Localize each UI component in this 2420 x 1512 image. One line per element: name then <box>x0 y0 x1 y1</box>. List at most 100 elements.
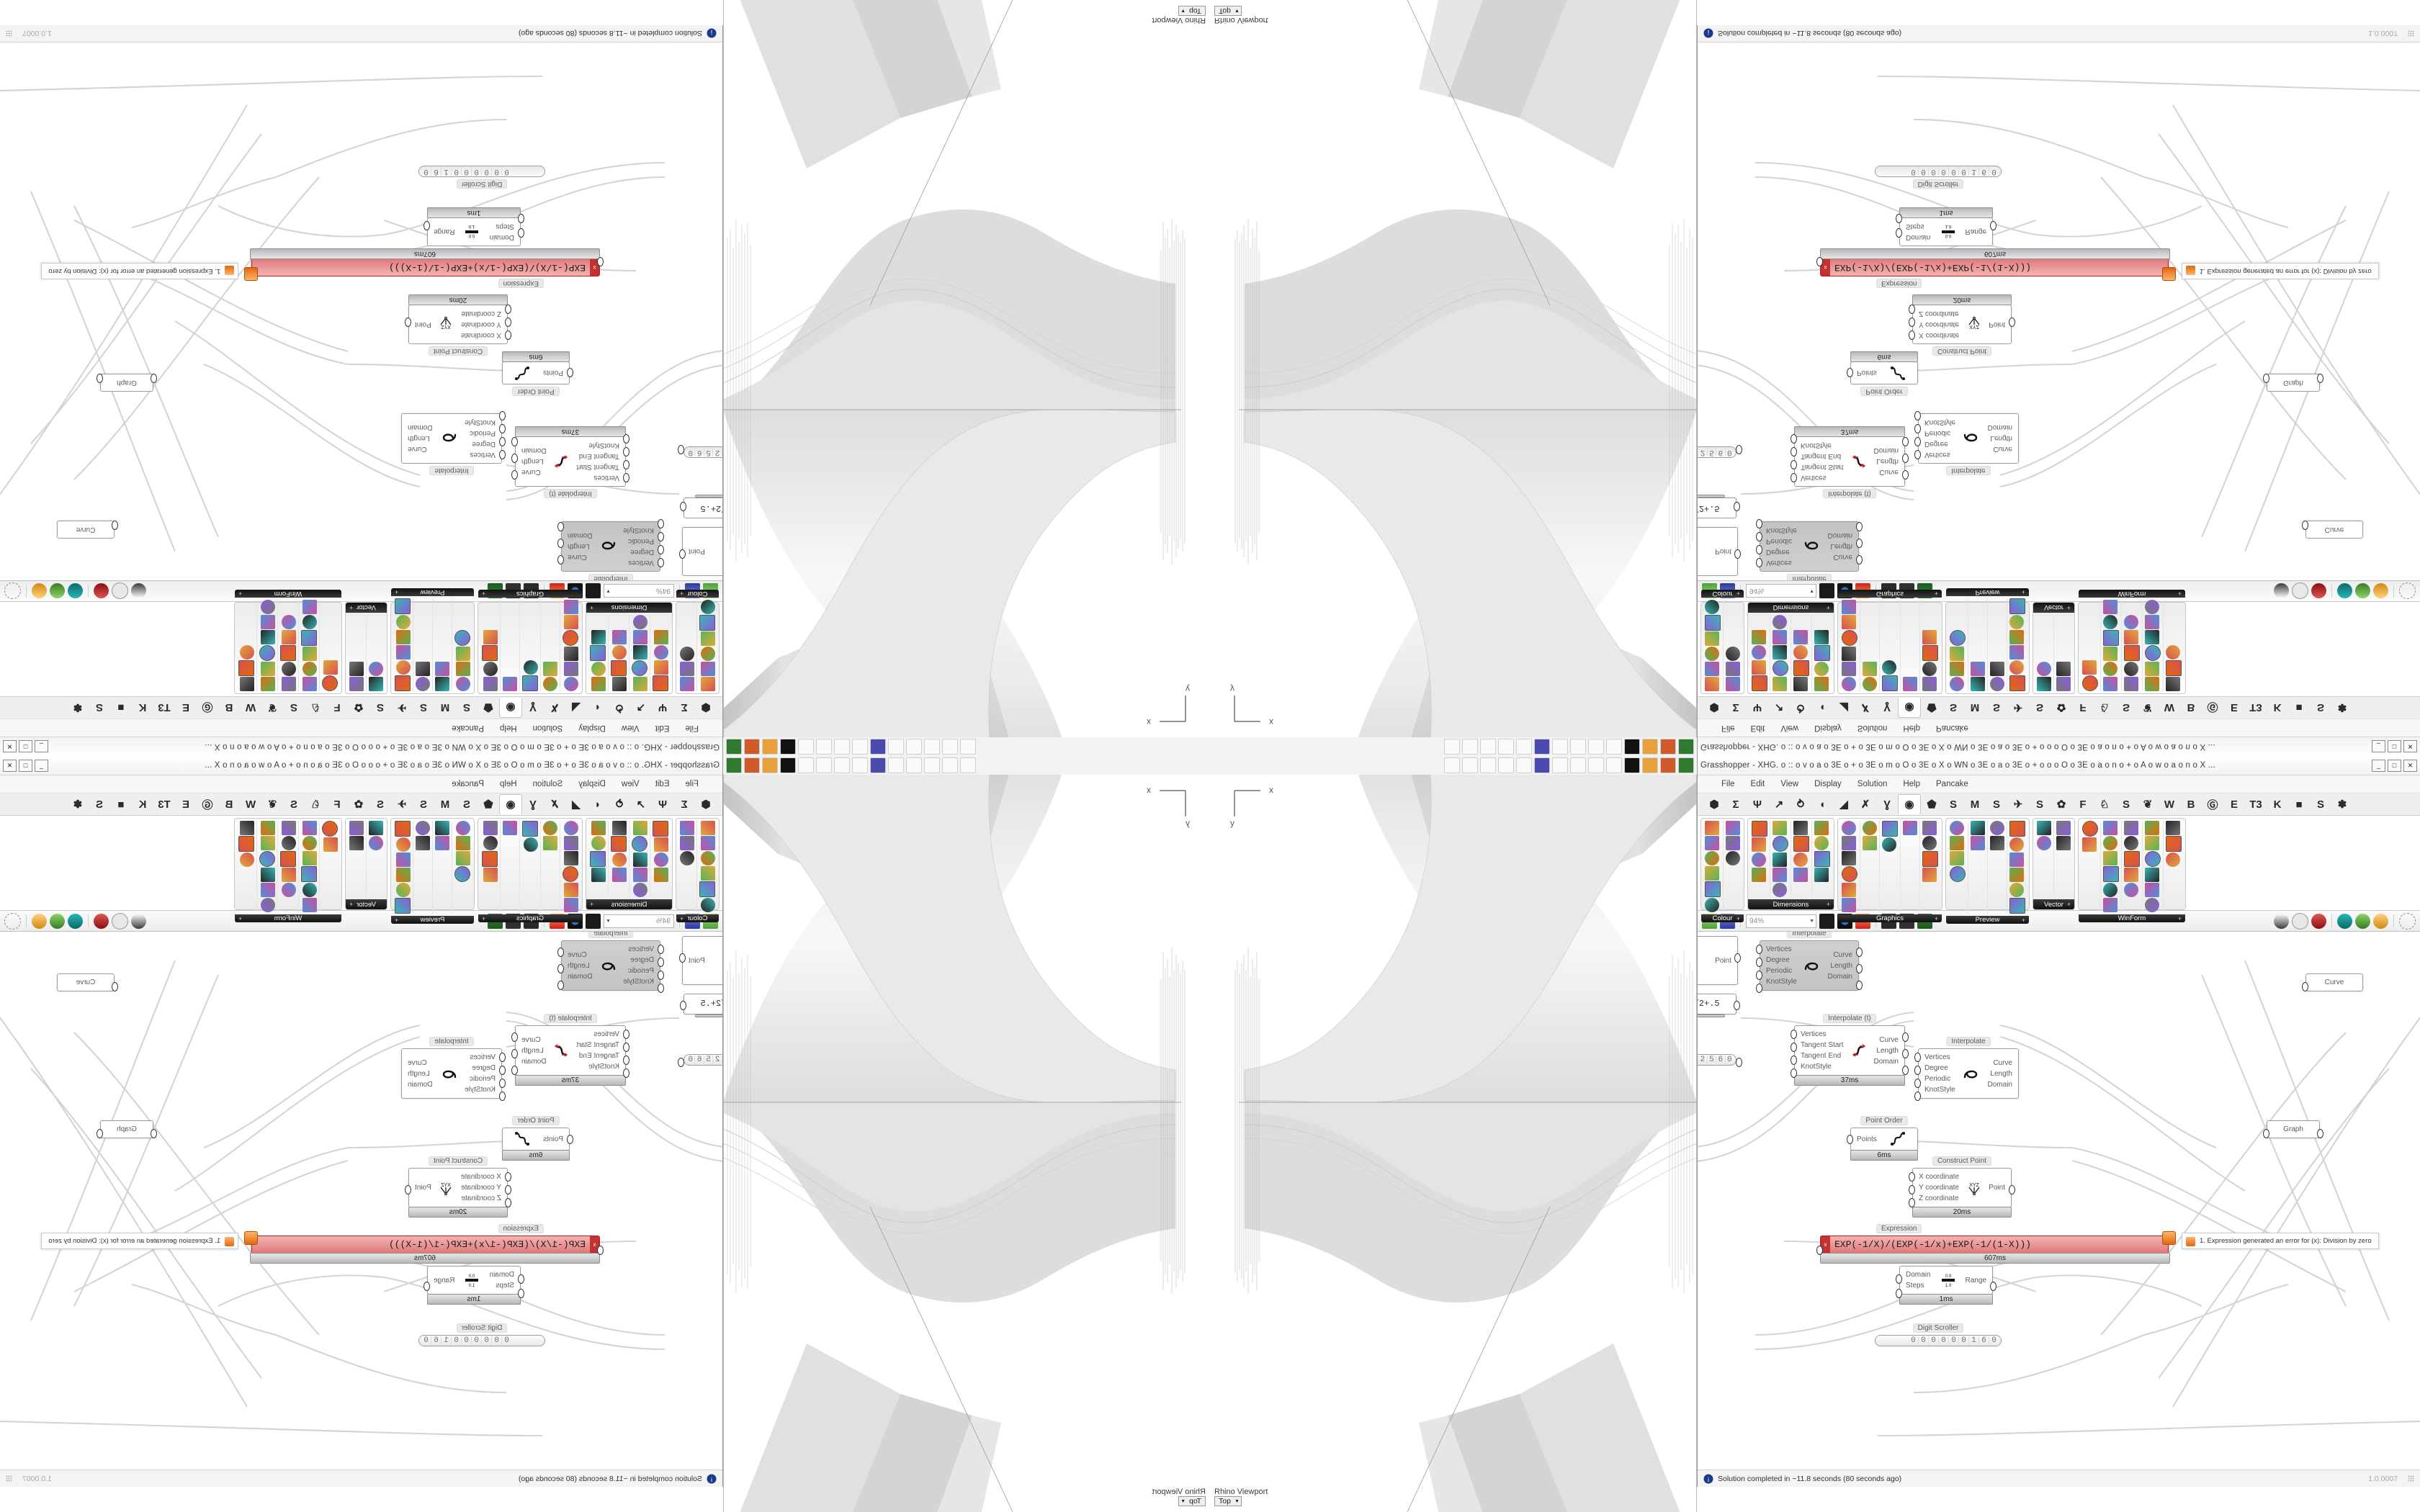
pin-length[interactable]: Length <box>1876 457 1899 466</box>
colour-sphere-dark-icon[interactable] <box>699 881 715 897</box>
parrot-icon[interactable] <box>240 821 254 835</box>
landscape-icon[interactable] <box>2009 868 2024 882</box>
page4-icon[interactable] <box>798 757 814 773</box>
grasshopper-titlebar[interactable]: Grasshopper - XHG. o :: o v o a o 3E o +… <box>0 737 722 756</box>
preview-green-icon[interactable] <box>50 583 65 599</box>
plant-tab[interactable]: ✽ <box>2337 701 2347 714</box>
pin-domain[interactable]: Domain <box>1906 1271 1931 1279</box>
dots-icon[interactable] <box>238 660 254 676</box>
menu-view[interactable]: View <box>1780 780 1799 788</box>
b-tab[interactable]: B <box>2187 701 2195 714</box>
port-out-1[interactable] <box>511 470 518 480</box>
vector-tab[interactable]: ↗ <box>636 798 646 811</box>
columns-icon[interactable] <box>280 851 296 867</box>
list2-icon[interactable] <box>1480 739 1496 755</box>
port-in-1[interactable] <box>1791 473 1797 482</box>
egg-shade-icon[interactable] <box>435 677 449 691</box>
port-in-3[interactable] <box>623 1056 629 1065</box>
pin-y[interactable]: Y coordinate <box>461 1184 501 1192</box>
pin-periodic[interactable]: Periodic <box>469 429 496 437</box>
node-interpolate-1[interactable]: Interpolate Vertices Degree Periodic Kno… <box>1756 932 1863 993</box>
camera-icon[interactable] <box>888 739 904 755</box>
menu-display[interactable]: Display <box>578 724 606 732</box>
menu-file[interactable]: File <box>685 724 699 732</box>
sets-tab[interactable]: Ψ <box>1752 701 1762 714</box>
w-tab[interactable]: W <box>245 701 256 714</box>
port-in-4[interactable] <box>1756 984 1762 993</box>
s-tab-2[interactable]: S <box>420 798 428 811</box>
hsl-icon[interactable] <box>680 677 694 691</box>
save-green-icon[interactable] <box>1678 739 1694 755</box>
ribbon-tabstrip[interactable]: ⬢ Σ Ψ ↗ ⥁ ◖ ◢ ✗ Ɣ ◉ ⬟ S M S ✈ S ✿ F ♘ S ❦ W B Ⓖ E T3 K ■ S ✽ <box>1698 793 2420 816</box>
port-in[interactable] <box>2263 1129 2269 1138</box>
rhino-toolbar[interactable] <box>723 737 1210 756</box>
digit[interactable]: 0 <box>471 167 481 176</box>
port-out[interactable] <box>424 221 430 230</box>
port-out-3[interactable] <box>557 981 564 990</box>
typo-icon[interactable] <box>1863 821 1877 835</box>
expression-text[interactable]: EXP(-1/X)/(EXP(-1/x)+EXP(-1/(1-X))) <box>252 259 590 276</box>
tag-icon[interactable] <box>1752 837 1766 852</box>
area-chart-icon[interactable] <box>2145 898 2159 912</box>
dim-rect-icon[interactable] <box>591 868 606 882</box>
graph-icon[interactable] <box>454 630 470 646</box>
slider-green-icon[interactable] <box>282 630 296 644</box>
ring-icon[interactable] <box>563 630 578 646</box>
surface-tab[interactable]: ◖ <box>1819 798 1826 811</box>
spheres-pink-icon[interactable] <box>1990 836 2004 850</box>
pin-vertices[interactable]: Vertices <box>1766 559 1792 567</box>
colour-sphere-dark-icon[interactable] <box>1705 881 1721 897</box>
window-buttons[interactable]: _ □ ✕ <box>2372 759 2417 772</box>
port-out-1[interactable] <box>557 948 564 957</box>
panel-icon[interactable] <box>1444 757 1460 773</box>
digit[interactable]: 0 <box>424 1336 429 1345</box>
eye-icon[interactable] <box>1922 836 1937 850</box>
s-tab-5[interactable]: S <box>96 798 104 811</box>
dim-linear-icon[interactable] <box>632 660 647 676</box>
error-flag-icon[interactable] <box>244 1231 258 1245</box>
colour-wheel-icon[interactable] <box>701 821 715 835</box>
node-curve-param[interactable]: Curve <box>2302 973 2363 991</box>
curve-tab[interactable]: ⥁ <box>1796 701 1805 714</box>
digit[interactable]: 2 <box>712 448 722 456</box>
port-in-1[interactable] <box>1909 1172 1915 1182</box>
maximize-button[interactable]: □ <box>2388 740 2401 753</box>
globe-tab[interactable]: Ⓖ <box>202 798 213 811</box>
colour-gradient-icon[interactable] <box>1705 898 1719 912</box>
link-icon[interactable] <box>1882 837 1896 852</box>
node-curve-param[interactable]: Curve <box>2302 521 2363 539</box>
expand-icon[interactable]: + <box>482 914 486 922</box>
node-small-expression[interactable]: X) /2+.5 <box>1698 498 1740 518</box>
magenta-swatch-icon[interactable] <box>1752 645 1766 660</box>
pin-tangent-end[interactable]: Tangent End <box>1801 1052 1842 1060</box>
hatch-green-icon[interactable] <box>323 660 338 675</box>
colour-sphere-red-icon[interactable] <box>1705 631 1719 646</box>
dim-curvature-icon[interactable] <box>612 868 627 882</box>
lamp-icon[interactable] <box>762 757 778 773</box>
m-tab[interactable]: M <box>440 701 450 714</box>
pin-knotstyle[interactable]: KnotStyle <box>623 526 654 534</box>
pin-length[interactable]: Length <box>1830 542 1852 551</box>
font-A-icon[interactable] <box>2082 675 2098 691</box>
digit[interactable]: 0 <box>471 1336 481 1345</box>
port-in-4[interactable] <box>658 984 664 993</box>
ribbon-tabstrip[interactable]: ⬢ Σ Ψ ↗ ⥁ ◖ ◢ ✗ Ɣ ◉ ⬟ S M S ✈ S ✿ F ♘ S ❦ W B Ⓖ E T3 K ■ S ✽ <box>1698 696 2420 719</box>
histogram-icon[interactable] <box>1950 677 1964 691</box>
port-in[interactable] <box>2302 982 2308 991</box>
shade-wire-icon[interactable] <box>2292 912 2308 930</box>
spheres-blue-icon[interactable] <box>416 821 430 835</box>
port-in-1[interactable] <box>1756 558 1762 567</box>
mirror-icon[interactable] <box>259 645 275 661</box>
expand-icon[interactable]: + <box>2021 588 2025 596</box>
port-out-3[interactable] <box>1902 1066 1909 1075</box>
tag-remove-icon[interactable] <box>653 821 668 837</box>
pin-tangent-end[interactable]: Tangent End <box>1801 452 1842 460</box>
s-tab-4[interactable]: S <box>2122 701 2130 714</box>
pin-curve[interactable]: Curve <box>1993 445 2012 454</box>
node-graph-param[interactable]: Graph <box>2263 1120 2323 1138</box>
slider-green-icon[interactable] <box>282 868 296 882</box>
menu-solution[interactable]: Solution <box>1857 724 1888 732</box>
blue-tab[interactable]: ■ <box>117 701 125 714</box>
port-out-3[interactable] <box>1856 522 1863 531</box>
pin-knotstyle[interactable]: KnotStyle <box>465 418 496 426</box>
